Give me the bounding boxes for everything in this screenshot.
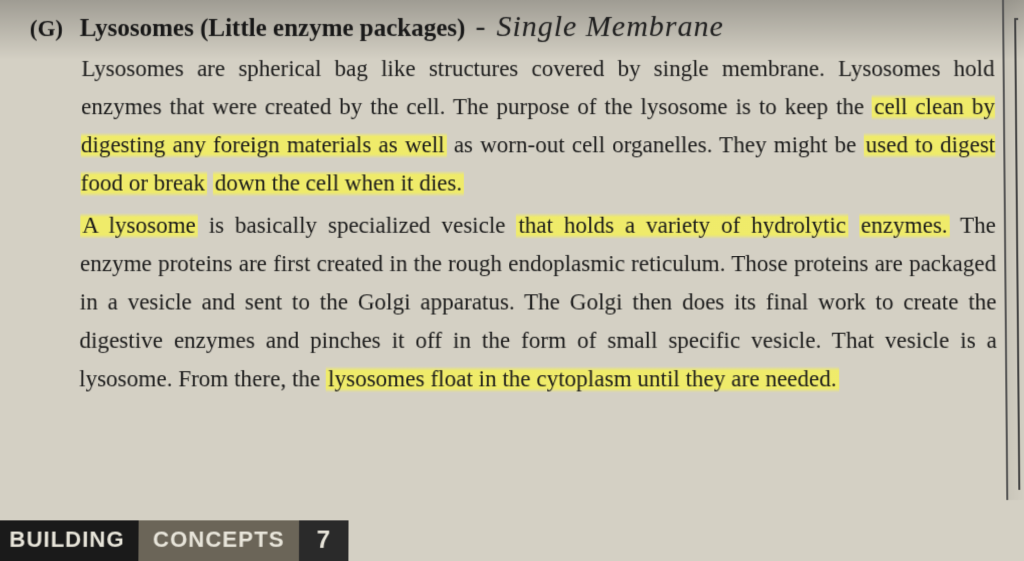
p2-highlight3: lysosomes float in the cytoplasm until t… [326, 365, 839, 392]
footer-word-2: CONCEPTS [139, 520, 299, 561]
footer-number: 7 [299, 520, 349, 561]
footer-badge: BUILDING CONCEPTS 7 [0, 520, 348, 561]
handwritten-annotation: Single Membrane [496, 10, 724, 44]
p1-text1: Lysosomes are spherical bag like structu… [81, 56, 995, 119]
handwritten-dash: - [475, 10, 486, 44]
paragraph-2: A lysosome is basically specialized vesi… [79, 206, 997, 398]
body-text: Lysosomes are spherical bag like structu… [79, 50, 997, 398]
page: (G) Lysosomes (Little enzyme packages) -… [0, 0, 1024, 561]
p2-a-lysosome: A lysosome [80, 211, 198, 238]
p2-highlight1: that holds a variety of hydrolytic [516, 211, 848, 238]
section-label: (G) [30, 16, 80, 42]
p1-text3 [207, 170, 213, 195]
p1-text2: as worn-out cell organelles. They might … [447, 132, 864, 157]
heading-row: (G) Lysosomes (Little enzyme packages) -… [30, 10, 995, 44]
p1-highlight3: down the cell when it dies. [213, 169, 464, 196]
footer-word-1: BUILDING [0, 520, 139, 561]
p2-text2: is basically specialized vesicle [198, 212, 517, 237]
paragraph-1: Lysosomes are spherical bag like structu… [80, 50, 995, 202]
section-heading: Lysosomes (Little enzyme packages) [80, 15, 466, 43]
p2-text3 [848, 212, 859, 237]
p2-highlight2: enzymes. [859, 211, 950, 238]
